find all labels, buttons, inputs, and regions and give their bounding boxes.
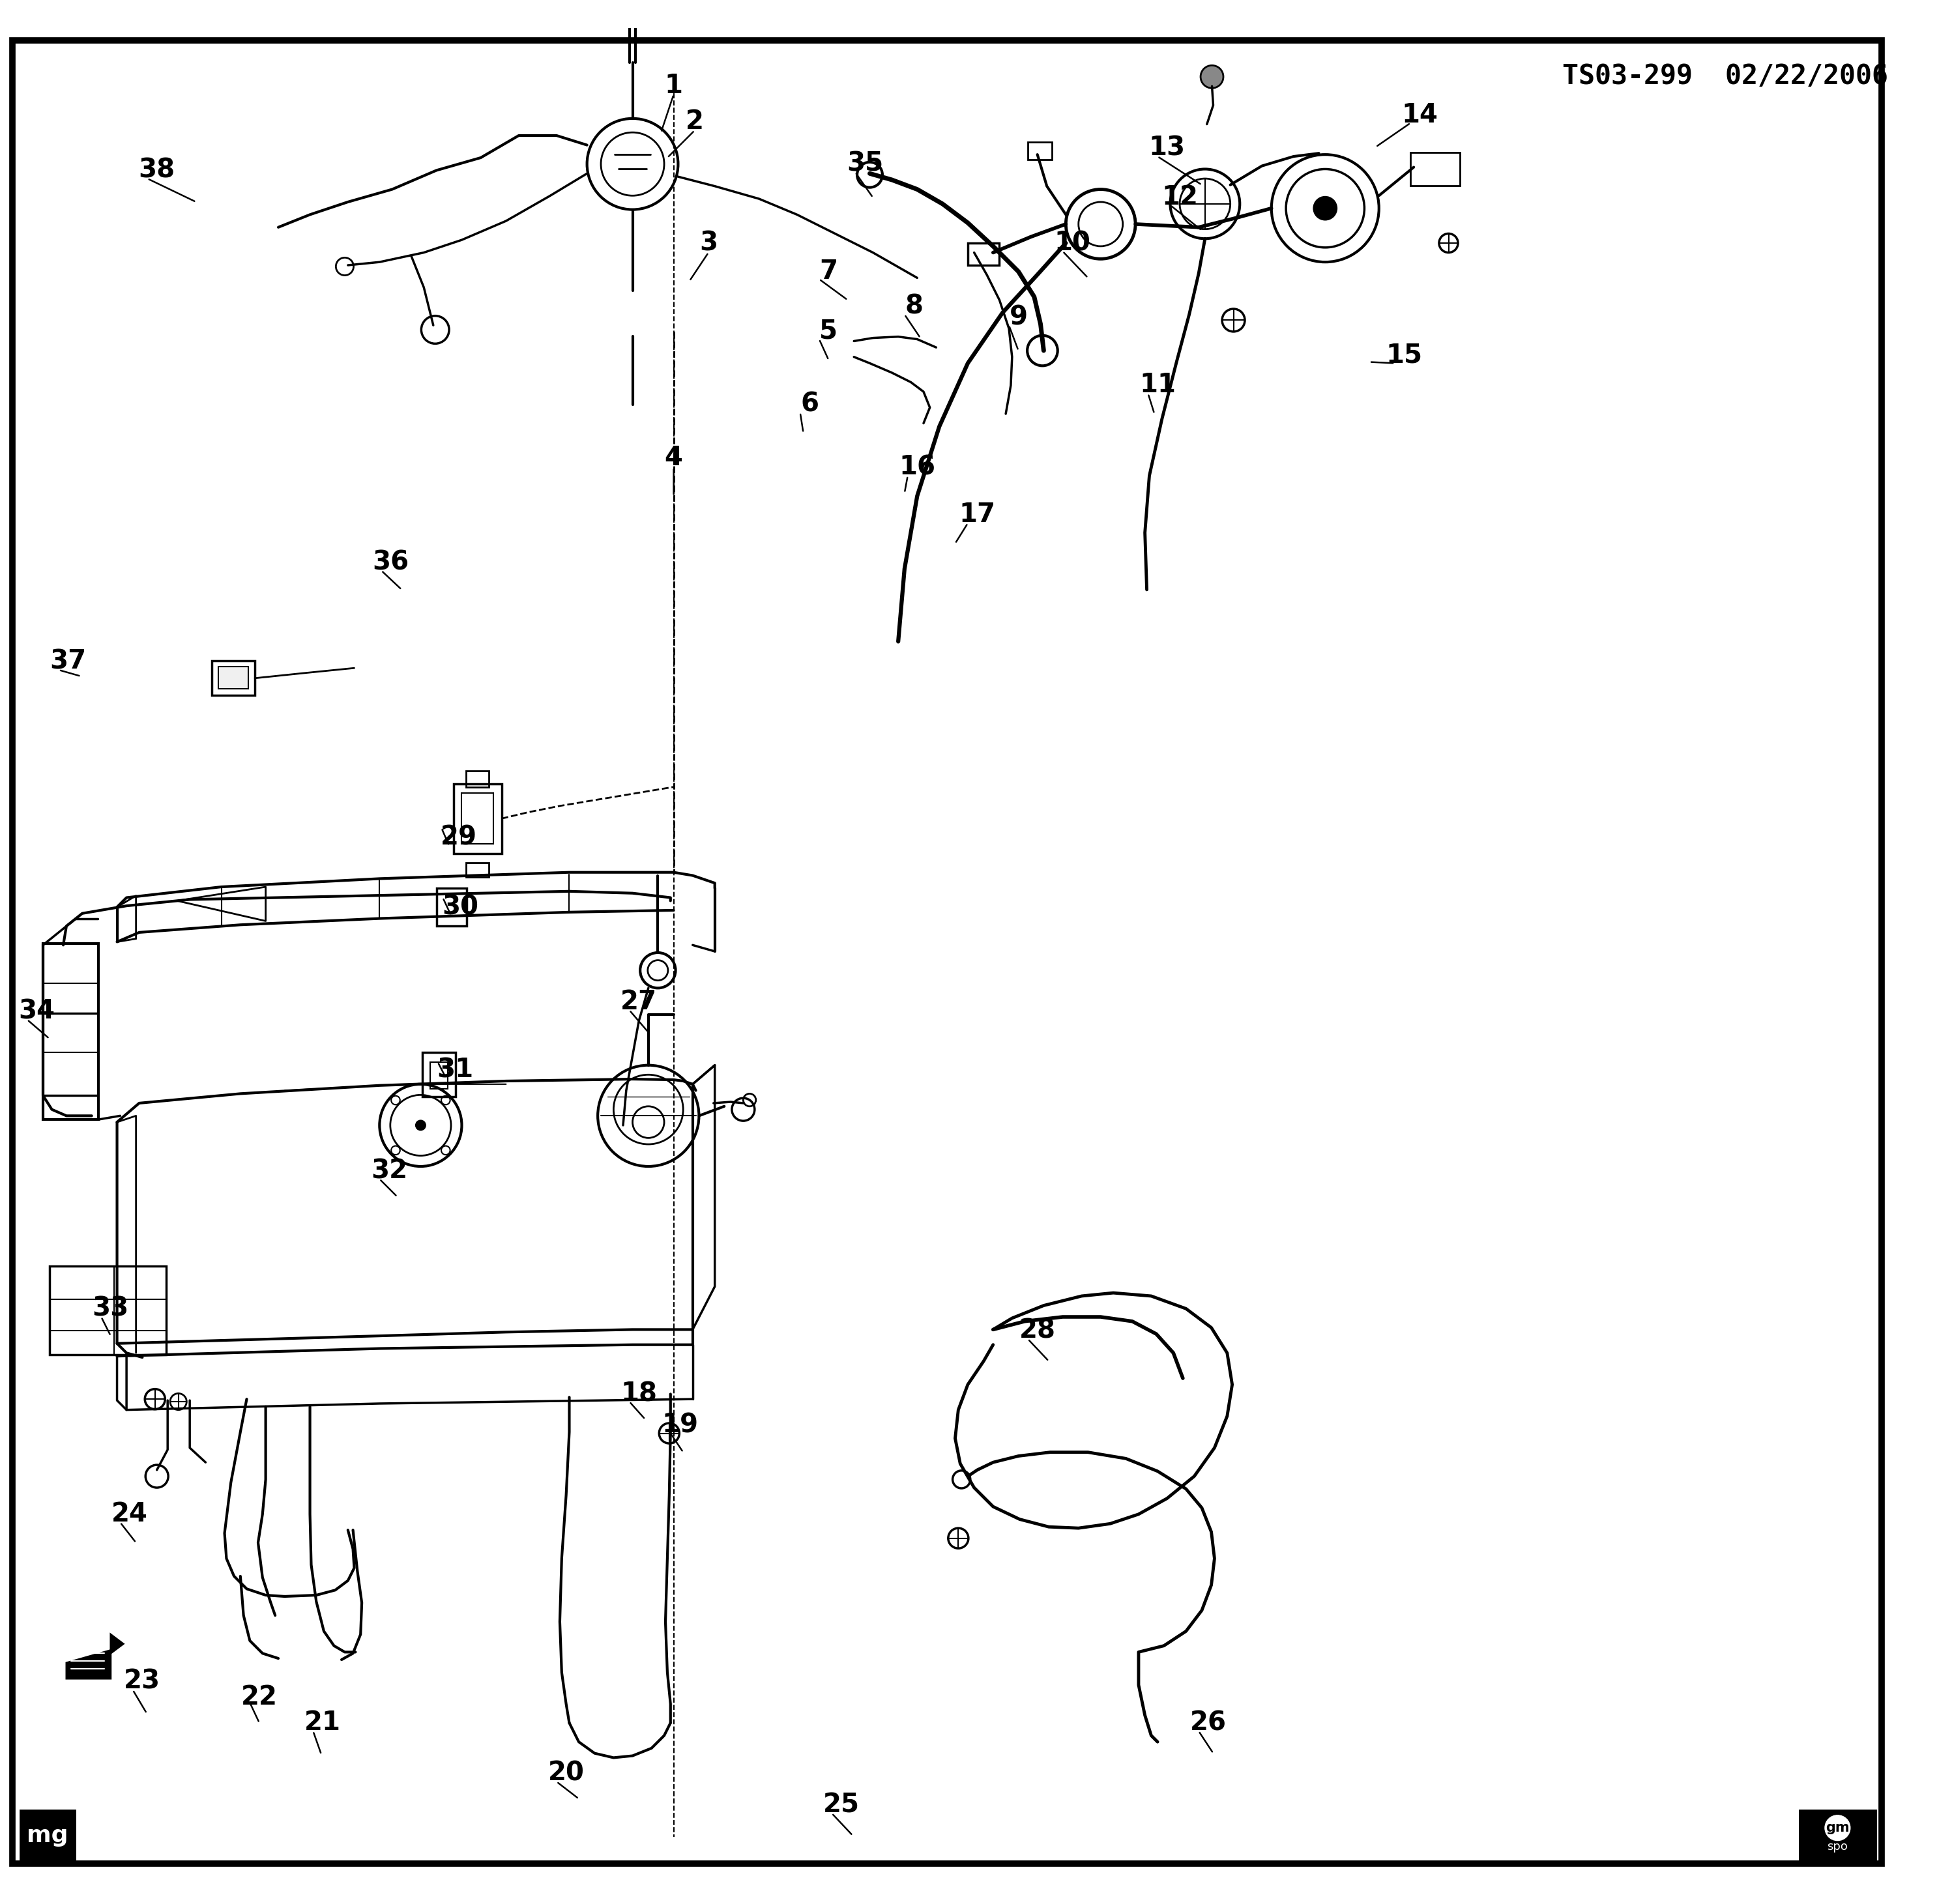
Text: 14: 14 bbox=[1402, 103, 1439, 128]
Text: 18: 18 bbox=[621, 1380, 658, 1407]
Text: 21: 21 bbox=[305, 1710, 342, 1736]
Text: 8: 8 bbox=[906, 293, 923, 320]
Text: 12: 12 bbox=[1161, 185, 1199, 211]
Text: TS03-299  02/22/2006: TS03-299 02/22/2006 bbox=[1562, 63, 1888, 89]
Text: 36: 36 bbox=[373, 550, 410, 575]
Text: 22: 22 bbox=[242, 1685, 277, 1710]
Bar bbox=[1800, 1811, 1876, 1860]
Text: 4: 4 bbox=[664, 446, 683, 470]
Circle shape bbox=[1825, 1815, 1850, 1841]
Text: 26: 26 bbox=[1191, 1710, 1226, 1736]
Bar bbox=[43, 944, 100, 1120]
Text: 1: 1 bbox=[664, 72, 683, 99]
Text: 3: 3 bbox=[699, 230, 718, 257]
Bar bbox=[20, 1811, 74, 1860]
Bar bbox=[429, 1062, 447, 1089]
Text: 32: 32 bbox=[371, 1158, 408, 1184]
Bar bbox=[49, 1266, 166, 1356]
Text: 15: 15 bbox=[1386, 343, 1423, 369]
Text: 11: 11 bbox=[1140, 373, 1175, 398]
Text: 23: 23 bbox=[125, 1668, 160, 1695]
Bar bbox=[219, 666, 248, 689]
Text: 10: 10 bbox=[1054, 230, 1091, 257]
Bar bbox=[1411, 152, 1460, 185]
Bar bbox=[968, 244, 999, 265]
Text: 35: 35 bbox=[847, 150, 884, 177]
Text: 13: 13 bbox=[1150, 135, 1185, 162]
Text: 2: 2 bbox=[685, 109, 703, 135]
Bar bbox=[437, 887, 467, 925]
Bar bbox=[467, 863, 488, 876]
Text: 33: 33 bbox=[92, 1295, 129, 1321]
Text: gm: gm bbox=[1825, 1822, 1849, 1834]
Bar bbox=[213, 661, 256, 695]
Bar bbox=[467, 771, 488, 786]
Bar bbox=[422, 1053, 455, 1097]
Text: 31: 31 bbox=[437, 1057, 474, 1083]
Text: spo: spo bbox=[1827, 1841, 1849, 1853]
Text: 20: 20 bbox=[549, 1761, 584, 1786]
Text: 30: 30 bbox=[443, 895, 478, 920]
Text: 25: 25 bbox=[824, 1792, 859, 1818]
Text: 9: 9 bbox=[1009, 305, 1027, 331]
Text: mg: mg bbox=[27, 1824, 68, 1847]
Circle shape bbox=[1200, 65, 1224, 88]
Circle shape bbox=[416, 1120, 426, 1131]
Text: 29: 29 bbox=[441, 824, 476, 851]
Bar bbox=[463, 794, 494, 843]
Text: 19: 19 bbox=[662, 1413, 699, 1439]
Bar bbox=[453, 784, 502, 853]
Text: 38: 38 bbox=[139, 158, 176, 183]
Circle shape bbox=[1314, 196, 1337, 219]
Text: 6: 6 bbox=[800, 392, 818, 417]
Text: 27: 27 bbox=[621, 988, 658, 1015]
Text: 24: 24 bbox=[111, 1500, 148, 1527]
Text: 16: 16 bbox=[900, 455, 935, 480]
Text: 37: 37 bbox=[51, 649, 86, 674]
Polygon shape bbox=[66, 1634, 123, 1679]
Text: 28: 28 bbox=[1019, 1318, 1056, 1344]
Bar bbox=[1029, 143, 1052, 160]
Text: 17: 17 bbox=[958, 503, 996, 527]
Text: 5: 5 bbox=[820, 318, 837, 345]
Text: 7: 7 bbox=[820, 259, 837, 284]
Text: 34: 34 bbox=[18, 998, 55, 1024]
